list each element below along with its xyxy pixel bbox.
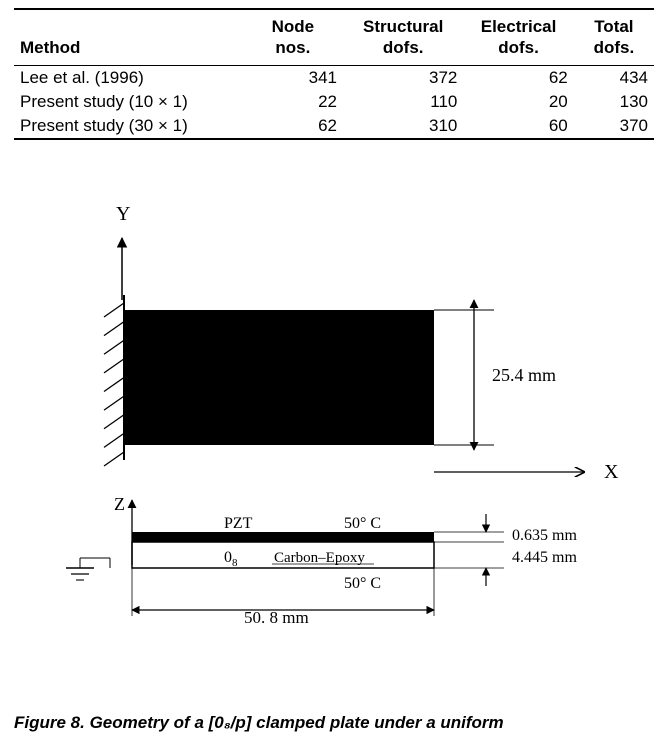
- cell-elec: 62: [463, 65, 573, 90]
- cell-method: Lee et al. (1996): [14, 65, 243, 90]
- cell-nodes: 341: [243, 65, 343, 90]
- plate-geometry-figure: Y 25.4 mm X Z PZT 50° C 08 Carbon–Epoxy 50° C 0.6…: [14, 200, 654, 700]
- cell-method: Present study (10 × 1): [14, 90, 243, 114]
- svg-text:0.635 mm: 0.635 mm: [512, 527, 577, 544]
- table-row: Present study (30 × 1) 62 310 60 370: [14, 114, 654, 139]
- cell-total: 434: [574, 65, 654, 90]
- figure-number: Figure 8.: [14, 713, 85, 732]
- svg-text:25.4 mm: 25.4 mm: [492, 365, 556, 385]
- figure-caption: Figure 8. Geometry of a [0₈/p] clamped p…: [14, 713, 504, 733]
- col-nodes: Nodenos.: [243, 9, 343, 65]
- figure-svg: Y 25.4 mm X Z PZT 50° C 08 Carbon–Epoxy 50° C 0.6…: [14, 200, 654, 700]
- svg-text:50° C: 50° C: [344, 515, 381, 532]
- svg-text:PZT: PZT: [224, 515, 253, 532]
- svg-text:08: 08: [224, 549, 238, 569]
- svg-text:Z: Z: [114, 494, 125, 514]
- col-total: Totaldofs.: [574, 9, 654, 65]
- cell-nodes: 22: [243, 90, 343, 114]
- col-elec: Electricaldofs.: [463, 9, 573, 65]
- table-row: Present study (10 × 1) 22 110 20 130: [14, 90, 654, 114]
- table-row: Lee et al. (1996) 341 372 62 434: [14, 65, 654, 90]
- dof-comparison-table: Method Nodenos. Structuraldofs. Electric…: [14, 8, 654, 140]
- table-header-row: Method Nodenos. Structuraldofs. Electric…: [14, 9, 654, 65]
- cell-elec: 20: [463, 90, 573, 114]
- cell-elec: 60: [463, 114, 573, 139]
- figure-caption-text: Geometry of a [0₈/p] clamped plate under…: [85, 713, 504, 732]
- cell-struct: 310: [343, 114, 463, 139]
- svg-text:50. 8 mm: 50. 8 mm: [244, 608, 309, 627]
- svg-text:X: X: [604, 461, 619, 483]
- cell-struct: 110: [343, 90, 463, 114]
- cell-total: 130: [574, 90, 654, 114]
- svg-text:50° C: 50° C: [344, 575, 381, 592]
- col-method: Method: [14, 9, 243, 65]
- cell-method: Present study (30 × 1): [14, 114, 243, 139]
- svg-text:Y: Y: [116, 203, 130, 225]
- svg-text:Carbon–Epoxy: Carbon–Epoxy: [274, 550, 365, 566]
- cell-nodes: 62: [243, 114, 343, 139]
- col-struct: Structuraldofs.: [343, 9, 463, 65]
- svg-text:4.445 mm: 4.445 mm: [512, 549, 577, 566]
- cell-struct: 372: [343, 65, 463, 90]
- cell-total: 370: [574, 114, 654, 139]
